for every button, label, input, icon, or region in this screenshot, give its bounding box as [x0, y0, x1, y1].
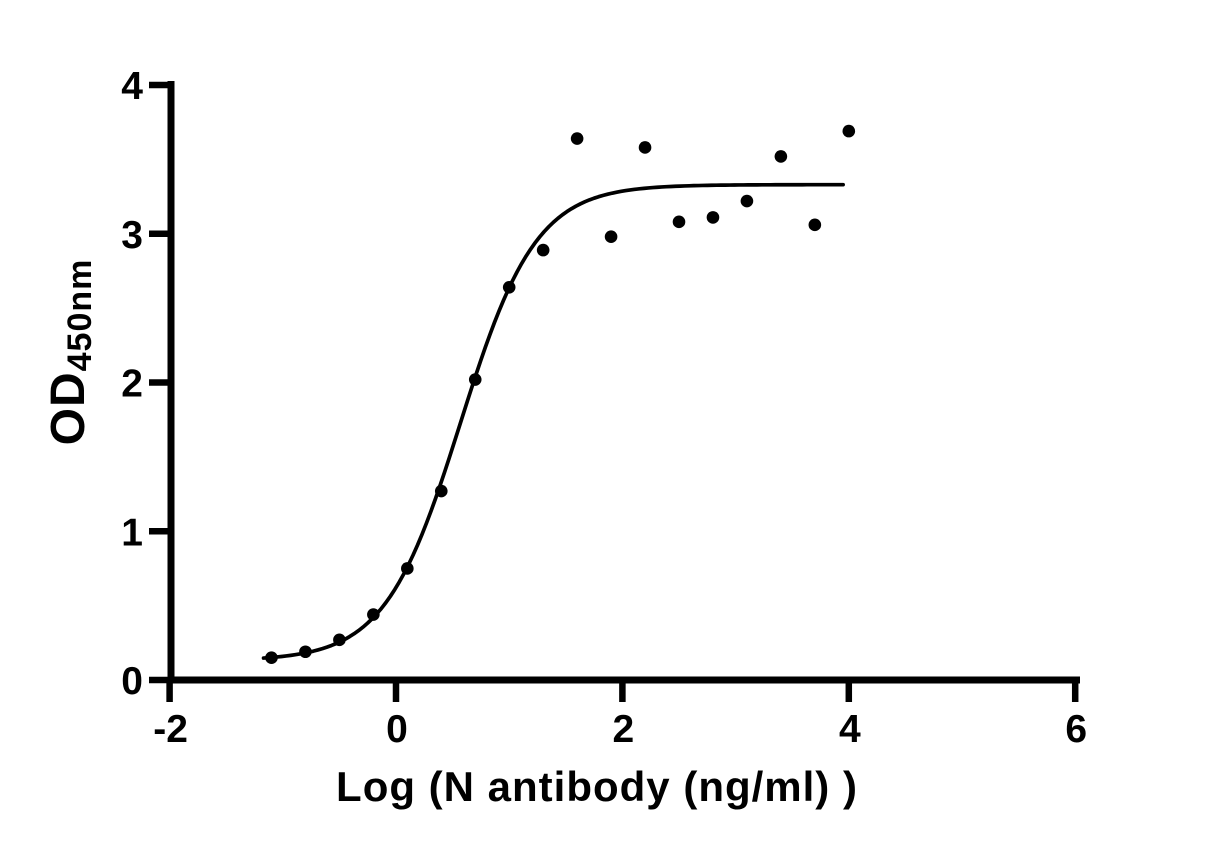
x-tick-label: 6 — [1065, 708, 1087, 751]
fit-curve-line — [261, 182, 845, 660]
data-points-layer — [265, 124, 856, 664]
y-tick-label: 2 — [121, 363, 143, 406]
x-tick-label: 0 — [386, 708, 408, 751]
y-tick-label: 0 — [121, 660, 143, 703]
data-point — [604, 230, 618, 244]
data-point — [672, 215, 686, 229]
data-point — [299, 645, 312, 659]
data-point — [502, 281, 516, 294]
x-axis-title: Log (N antibody (ng/ml) ) — [336, 763, 858, 810]
y-tick-label: 4 — [121, 65, 143, 108]
data-point — [367, 608, 380, 621]
data-point — [808, 218, 822, 232]
x-tick-label: 4 — [839, 708, 861, 751]
x-tick-label: -2 — [153, 708, 188, 751]
y-axis-title: OD450nm — [42, 259, 99, 446]
data-point — [706, 211, 720, 224]
y-axis-title-main: OD — [42, 371, 95, 445]
fit-curve-layer — [261, 182, 845, 660]
data-point — [536, 243, 550, 257]
data-point — [265, 651, 278, 664]
data-point — [434, 484, 448, 498]
y-axis-title-subscript: 450nm — [61, 259, 99, 372]
data-point — [774, 150, 788, 163]
y-tick-label: 3 — [121, 214, 143, 257]
data-point — [638, 141, 652, 154]
data-point — [740, 194, 754, 208]
data-point — [842, 124, 856, 138]
data-point — [333, 633, 346, 647]
data-point — [401, 562, 414, 575]
x-tick-label: 2 — [613, 708, 635, 751]
y-tick-label: 1 — [121, 511, 143, 554]
data-point — [570, 132, 584, 145]
data-point — [468, 373, 482, 386]
